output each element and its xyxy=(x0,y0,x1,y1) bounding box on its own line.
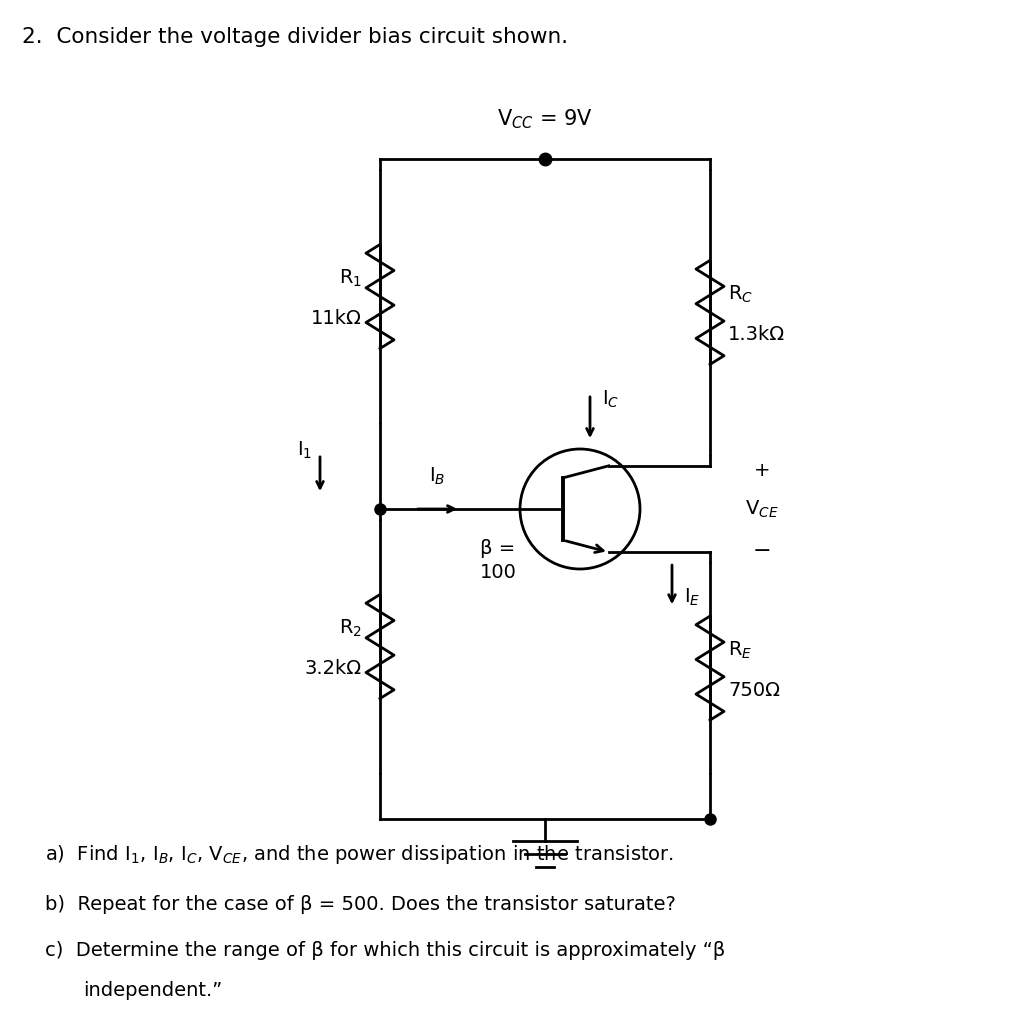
Text: 3.2kΩ: 3.2kΩ xyxy=(305,659,362,678)
Text: I$_C$: I$_C$ xyxy=(602,388,620,410)
Text: I$_B$: I$_B$ xyxy=(429,466,445,487)
Text: R$_E$: R$_E$ xyxy=(728,640,753,661)
Text: V$_{CE}$: V$_{CE}$ xyxy=(745,498,779,520)
Text: 750Ω: 750Ω xyxy=(728,681,780,699)
Text: I$_1$: I$_1$ xyxy=(297,439,312,461)
Text: +: + xyxy=(754,461,770,480)
Text: β =
100: β = 100 xyxy=(479,539,516,581)
Text: I$_E$: I$_E$ xyxy=(684,586,700,607)
Text: −: − xyxy=(753,541,771,561)
Text: R$_2$: R$_2$ xyxy=(339,618,362,639)
Text: c)  Determine the range of β for which this circuit is approximately “β: c) Determine the range of β for which th… xyxy=(45,941,725,961)
Text: 11kΩ: 11kΩ xyxy=(311,309,362,328)
Text: R$_1$: R$_1$ xyxy=(339,267,362,290)
Text: R$_C$: R$_C$ xyxy=(728,284,754,305)
Text: b)  Repeat for the case of β = 500. Does the transistor saturate?: b) Repeat for the case of β = 500. Does … xyxy=(45,895,676,913)
Text: V$_{CC}$ = 9V: V$_{CC}$ = 9V xyxy=(498,107,593,131)
Text: a)  Find I$_1$, I$_B$, I$_C$, V$_{CE}$, and the power dissipation in the transis: a) Find I$_1$, I$_B$, I$_C$, V$_{CE}$, a… xyxy=(45,843,674,866)
Text: independent.”: independent.” xyxy=(83,982,222,1001)
Text: 1.3kΩ: 1.3kΩ xyxy=(728,325,785,344)
Text: 2.  Consider the voltage divider bias circuit shown.: 2. Consider the voltage divider bias cir… xyxy=(22,27,568,47)
